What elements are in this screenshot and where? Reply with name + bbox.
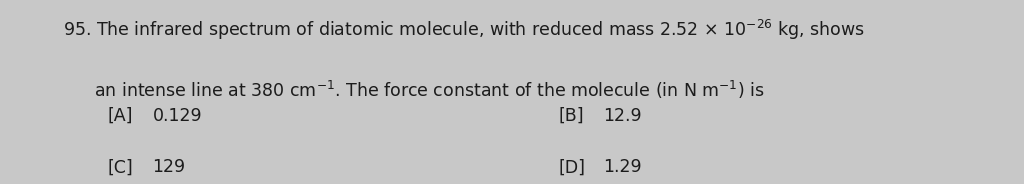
Text: 1.29: 1.29 <box>603 158 642 176</box>
Text: [A]: [A] <box>108 107 133 125</box>
Text: 12.9: 12.9 <box>603 107 642 125</box>
Text: 129: 129 <box>153 158 185 176</box>
Text: [C]: [C] <box>108 158 133 176</box>
Text: 95. The infrared spectrum of diatomic molecule, with reduced mass 2.52 × 10$^{-2: 95. The infrared spectrum of diatomic mo… <box>63 18 865 43</box>
Text: 0.129: 0.129 <box>153 107 202 125</box>
Text: [B]: [B] <box>558 107 584 125</box>
Text: an intense line at 380 cm$^{-1}$. The force constant of the molecule (in N m$^{-: an intense line at 380 cm$^{-1}$. The fo… <box>94 79 765 101</box>
Text: [D]: [D] <box>558 158 585 176</box>
